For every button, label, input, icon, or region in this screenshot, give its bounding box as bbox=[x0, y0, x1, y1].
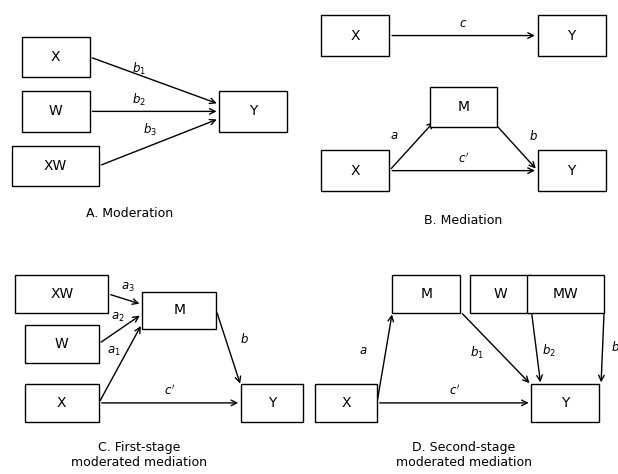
Text: $b_1$: $b_1$ bbox=[470, 345, 485, 361]
Text: X: X bbox=[350, 28, 360, 43]
FancyBboxPatch shape bbox=[12, 146, 99, 186]
FancyBboxPatch shape bbox=[315, 384, 377, 422]
Text: $a_1$: $a_1$ bbox=[108, 345, 121, 358]
Text: $c'$: $c'$ bbox=[458, 152, 469, 166]
FancyBboxPatch shape bbox=[531, 384, 599, 422]
FancyBboxPatch shape bbox=[22, 37, 90, 77]
Text: XW: XW bbox=[44, 159, 67, 173]
FancyBboxPatch shape bbox=[470, 275, 531, 313]
Text: $a$: $a$ bbox=[359, 344, 367, 356]
FancyBboxPatch shape bbox=[25, 325, 99, 363]
Text: X: X bbox=[51, 50, 61, 64]
Text: $b$: $b$ bbox=[240, 332, 248, 346]
Text: $b_2$: $b_2$ bbox=[132, 91, 146, 108]
Text: X: X bbox=[341, 396, 351, 410]
Text: B. Mediation: B. Mediation bbox=[425, 214, 502, 227]
Text: Y: Y bbox=[561, 396, 570, 410]
Text: $c'$: $c'$ bbox=[449, 384, 460, 398]
Text: Y: Y bbox=[567, 28, 576, 43]
Text: $b_3$: $b_3$ bbox=[611, 340, 618, 356]
Text: $c'$: $c'$ bbox=[164, 384, 176, 398]
Text: W: W bbox=[49, 104, 62, 118]
Text: C. First-stage
moderated mediation: C. First-stage moderated mediation bbox=[71, 441, 207, 469]
Text: $b_3$: $b_3$ bbox=[143, 122, 157, 138]
Text: Y: Y bbox=[249, 104, 258, 118]
Text: A. Moderation: A. Moderation bbox=[87, 207, 173, 220]
Text: $a$: $a$ bbox=[390, 129, 398, 142]
Text: X: X bbox=[350, 164, 360, 178]
Text: X: X bbox=[57, 396, 67, 410]
FancyBboxPatch shape bbox=[527, 275, 604, 313]
Text: MW: MW bbox=[552, 287, 578, 301]
Text: $a_2$: $a_2$ bbox=[111, 310, 124, 324]
Text: D. Second-stage
moderated mediation: D. Second-stage moderated mediation bbox=[396, 441, 531, 469]
Text: $a_3$: $a_3$ bbox=[121, 281, 135, 294]
Text: W: W bbox=[494, 287, 507, 301]
FancyBboxPatch shape bbox=[241, 384, 303, 422]
Text: M: M bbox=[420, 287, 433, 301]
Text: Y: Y bbox=[567, 164, 576, 178]
Text: W: W bbox=[55, 337, 69, 351]
FancyBboxPatch shape bbox=[538, 15, 606, 56]
Text: M: M bbox=[173, 303, 185, 318]
FancyBboxPatch shape bbox=[142, 292, 216, 329]
FancyBboxPatch shape bbox=[25, 384, 99, 422]
FancyBboxPatch shape bbox=[430, 87, 497, 127]
Text: $b$: $b$ bbox=[528, 128, 538, 143]
FancyBboxPatch shape bbox=[321, 15, 389, 56]
FancyBboxPatch shape bbox=[22, 91, 90, 131]
FancyBboxPatch shape bbox=[392, 275, 460, 313]
Text: $b_1$: $b_1$ bbox=[132, 61, 146, 77]
Text: $c$: $c$ bbox=[459, 17, 468, 30]
Text: M: M bbox=[457, 100, 470, 114]
Text: Y: Y bbox=[268, 396, 276, 410]
FancyBboxPatch shape bbox=[538, 151, 606, 191]
FancyBboxPatch shape bbox=[15, 275, 108, 313]
FancyBboxPatch shape bbox=[219, 91, 287, 131]
FancyBboxPatch shape bbox=[321, 151, 389, 191]
Text: $b_2$: $b_2$ bbox=[541, 343, 556, 359]
Text: XW: XW bbox=[50, 287, 74, 301]
